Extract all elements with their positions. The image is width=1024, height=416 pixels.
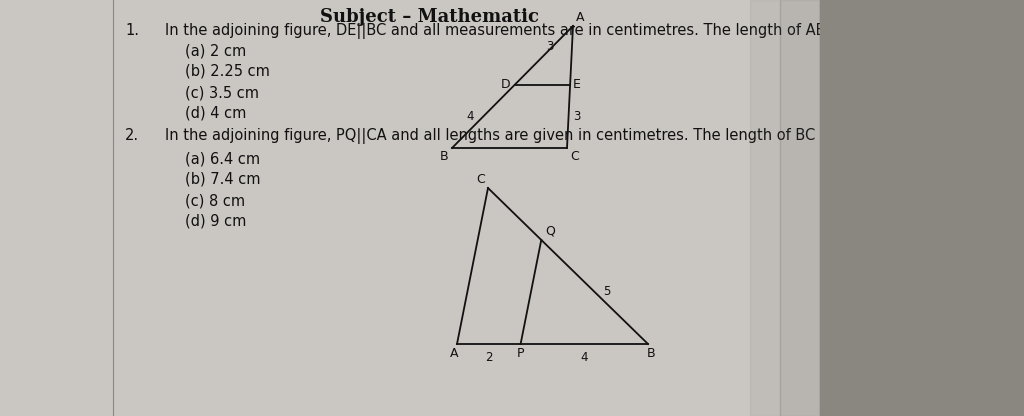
Text: A: A <box>575 11 585 24</box>
Text: (a) 6.4 cm: (a) 6.4 cm <box>185 151 260 166</box>
Text: 1.: 1. <box>125 23 139 38</box>
Text: C: C <box>570 150 579 163</box>
Text: 5: 5 <box>603 285 610 298</box>
Bar <box>820 0 1024 416</box>
Text: A: A <box>450 347 459 360</box>
Text: (c) 8 cm: (c) 8 cm <box>185 193 245 208</box>
Text: 2: 2 <box>485 351 493 364</box>
Text: P: P <box>517 347 524 360</box>
Text: Q: Q <box>545 225 555 238</box>
Text: (b) 7.4 cm: (b) 7.4 cm <box>185 172 260 187</box>
Text: (d) 4 cm: (d) 4 cm <box>185 106 247 121</box>
Text: In the adjoining figure, DE||BC and all measurements are in centimetres. The len: In the adjoining figure, DE||BC and all … <box>165 23 842 39</box>
Text: E: E <box>573 78 581 91</box>
Text: B: B <box>647 347 655 360</box>
Text: C: C <box>476 173 485 186</box>
Text: 3: 3 <box>546 40 553 53</box>
Text: (b) 2.25 cm: (b) 2.25 cm <box>185 64 270 79</box>
Text: D: D <box>501 78 510 91</box>
Bar <box>750 0 780 416</box>
Text: (a) 2 cm: (a) 2 cm <box>185 43 246 58</box>
Bar <box>780 0 820 416</box>
Text: (d) 9 cm: (d) 9 cm <box>185 214 247 229</box>
Bar <box>820 0 850 416</box>
Text: 3: 3 <box>573 110 581 123</box>
Text: B: B <box>439 150 449 163</box>
Text: 2.: 2. <box>125 128 139 143</box>
Text: 4: 4 <box>581 351 588 364</box>
Text: Subject – Mathematic: Subject – Mathematic <box>321 8 540 26</box>
Text: (c) 3.5 cm: (c) 3.5 cm <box>185 85 259 100</box>
Text: 4: 4 <box>466 110 473 123</box>
Text: In the adjoining figure, PQ||CA and all lengths are given in centimetres. The le: In the adjoining figure, PQ||CA and all … <box>165 128 831 144</box>
